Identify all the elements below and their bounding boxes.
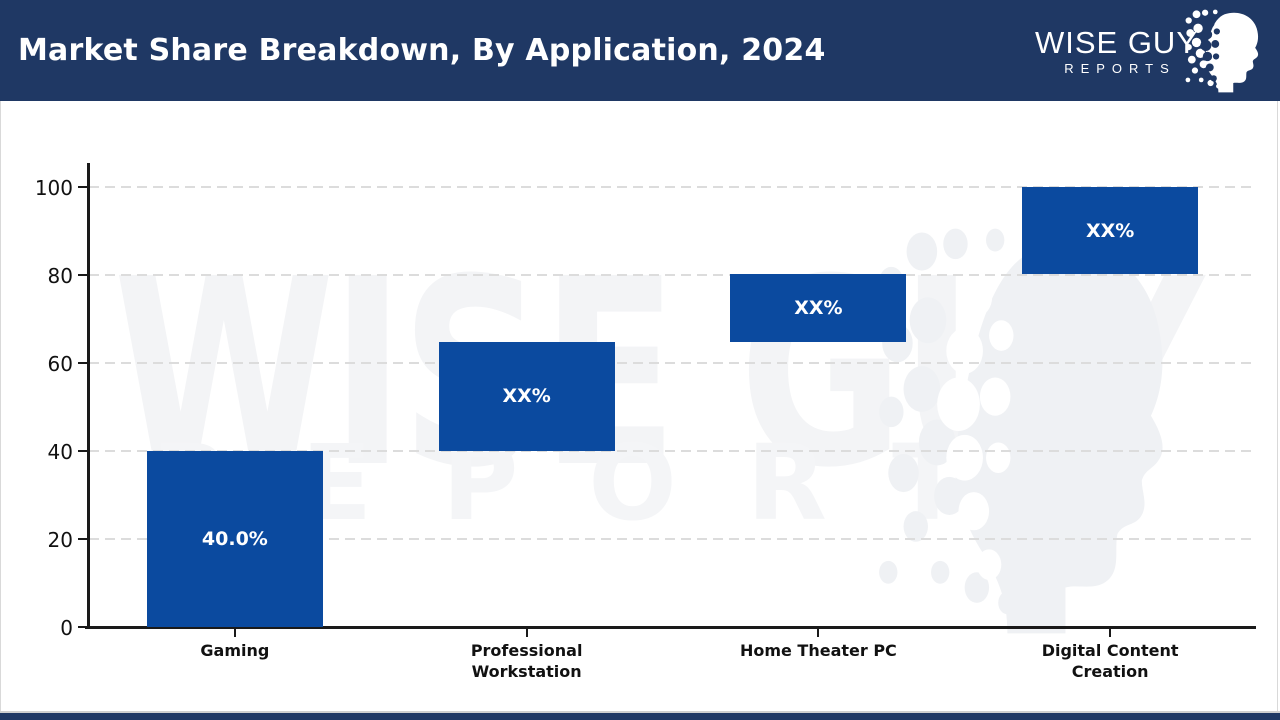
chart-area: WISE GUY REPORTS 0 20 40 60 80 100 40.0% Gaming… <box>0 101 1278 711</box>
gridline-40 <box>89 450 1256 452</box>
y-tick-label-20: 20 <box>47 528 73 552</box>
footer-bar <box>0 713 1280 720</box>
y-tick-60 <box>78 362 87 364</box>
y-tick-100 <box>78 186 87 188</box>
bar-label-1: 40.0% <box>201 528 268 550</box>
y-tick-80 <box>78 274 87 276</box>
x-tick-label-1: Gaming <box>200 641 270 660</box>
gridline-80 <box>89 274 1256 276</box>
bar-label-2: XX% <box>502 385 551 408</box>
wiseguy-logo: WISE GUY REPORTS <box>1035 4 1280 98</box>
gridline-100 <box>89 186 1256 188</box>
bar-label-3: XX% <box>794 297 843 319</box>
wiseguy-face-icon <box>1185 9 1259 92</box>
y-tick-label-60: 60 <box>47 352 73 376</box>
x-tick-3 <box>817 629 820 637</box>
x-tick-label-3: Home Theater PC <box>739 641 897 660</box>
y-tick-0 <box>78 626 87 628</box>
y-axis <box>87 163 90 629</box>
y-tick-label-100: 100 <box>34 176 73 200</box>
bar-4 <box>1022 187 1199 275</box>
y-tick-label-0: 0 <box>60 616 73 640</box>
x-tick-label-4: Digital Content Creation <box>1041 641 1179 681</box>
footer-hairline <box>0 711 1280 713</box>
y-tick-label-80: 80 <box>47 264 73 288</box>
x-axis <box>85 626 1256 629</box>
x-tick-label-2: Professional Workstation <box>470 641 583 681</box>
bar-label-4: XX% <box>1085 219 1135 242</box>
wiseguy-logo-text: WISE GUY REPORTS <box>1035 27 1198 75</box>
watermark-face-icon <box>879 228 1163 634</box>
y-tick-20 <box>78 538 87 540</box>
header: Market Share Breakdown, By Application, … <box>0 0 1280 101</box>
x-tick-1 <box>233 629 236 637</box>
y-tick-label-40: 40 <box>47 440 73 464</box>
y-tick-40 <box>78 450 87 452</box>
gridline-60 <box>89 362 1256 364</box>
x-tick-2 <box>525 629 528 637</box>
bar-1 <box>146 451 323 627</box>
logo-sub-text: REPORTS <box>1064 60 1176 76</box>
x-tick-4 <box>1109 629 1112 637</box>
gridline-20 <box>89 538 1256 540</box>
bar-3 <box>730 274 907 342</box>
logo-brand-text: WISE GUY <box>1034 24 1198 60</box>
bar-2 <box>438 341 615 451</box>
page-title: Market Share Breakdown, By Application, … <box>18 33 826 68</box>
